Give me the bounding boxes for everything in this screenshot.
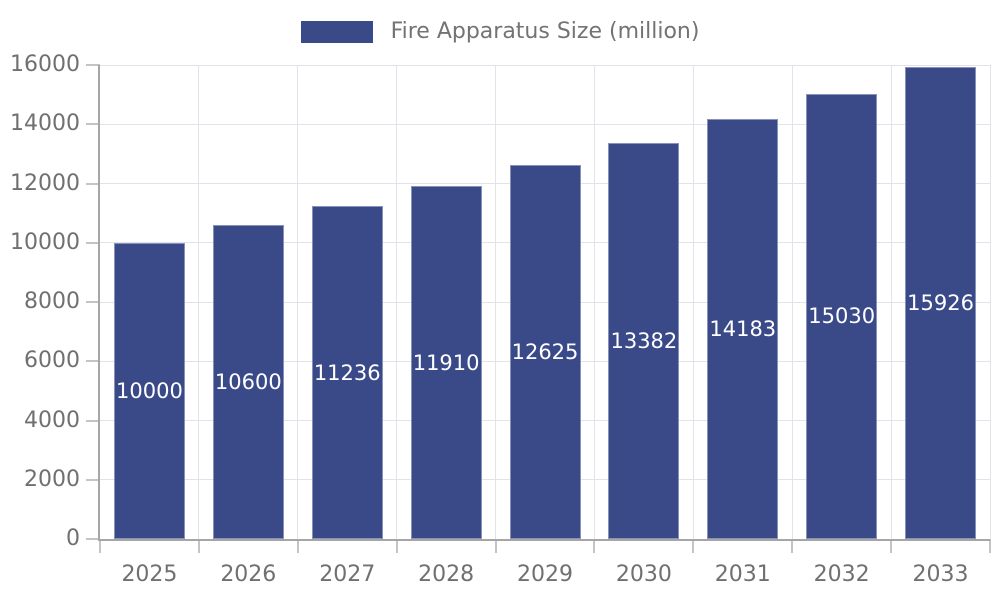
y-tick-mark [86,419,100,422]
y-tick-label: 6000 [24,348,80,374]
y-tick-label: 0 [66,526,80,551]
x-tick-label: 2027 [319,562,376,587]
bar[interactable]: 10600 [212,224,284,539]
bar[interactable]: 15030 [806,93,878,539]
y-tick-label: 10000 [10,229,80,255]
y-tick-label: 16000 [10,52,80,77]
y-tick-label: 14000 [10,111,80,137]
gridline-vertical [495,65,497,539]
x-tick-label: 2028 [418,562,475,587]
bar[interactable]: 12625 [509,164,581,539]
gridline-vertical [297,65,299,539]
x-tick-label: 2030 [615,562,672,587]
gridline-vertical [396,65,398,539]
x-tick-mark [692,539,695,553]
legend-swatch-icon [300,21,373,43]
gridline-horizontal [100,64,990,66]
bar-value-label: 15926 [907,291,974,316]
bar-value-label: 11236 [313,360,381,385]
bar[interactable]: 11236 [311,206,383,539]
y-tick-mark [86,241,100,244]
x-tick-mark [593,539,596,553]
gridline-vertical [198,65,200,539]
y-tick-mark [86,478,100,481]
y-tick-mark [86,360,100,363]
y-tick-label: 4000 [24,407,80,433]
legend[interactable]: Fire Apparatus Size (million) [0,18,1000,46]
bar[interactable]: 14183 [707,118,779,539]
x-tick-mark [989,539,991,553]
gridline-horizontal [100,123,990,125]
y-tick-mark [86,123,100,126]
x-tick-mark [494,539,497,553]
gridline-vertical [593,65,595,539]
bar[interactable]: 13382 [608,142,680,539]
x-tick-mark [296,539,299,553]
x-tick-mark [395,539,398,553]
x-tick-mark [890,539,893,553]
y-tick-label: 8000 [24,289,80,314]
x-tick-label: 2025 [121,562,178,587]
legend-label: Fire Apparatus Size (million) [390,19,700,44]
y-tick-label: 2000 [24,466,80,492]
x-tick-mark [197,539,200,553]
x-axis-line [98,539,990,541]
bar-value-label: 11910 [412,350,480,375]
bar[interactable]: 10000 [113,242,185,539]
bar-value-label: 12625 [511,339,579,364]
bar-value-label: 10000 [116,378,183,403]
x-tick-mark [791,539,794,553]
bar-value-label: 14183 [709,316,777,341]
x-tick-label: 2031 [714,562,771,587]
x-tick-label: 2033 [912,562,969,587]
bar-value-label: 15030 [808,304,876,329]
y-tick-label: 12000 [10,170,80,196]
gridline-vertical [890,65,892,539]
bar-value-label: 13382 [610,328,678,353]
gridline-vertical [989,65,991,539]
y-axis-line [98,65,100,541]
bar-value-label: 10600 [214,369,282,394]
x-tick-label: 2032 [813,562,870,587]
y-tick-mark [86,64,100,66]
x-tick-mark [99,539,101,553]
x-tick-label: 2026 [220,562,277,587]
gridline-vertical [791,65,793,539]
bar[interactable]: 11910 [410,186,482,539]
y-tick-mark [86,182,100,185]
y-tick-mark [86,301,100,303]
y-tick-mark [86,538,100,540]
gridline-vertical [692,65,694,539]
x-tick-label: 2029 [516,562,573,587]
bar[interactable]: 15926 [905,67,977,539]
